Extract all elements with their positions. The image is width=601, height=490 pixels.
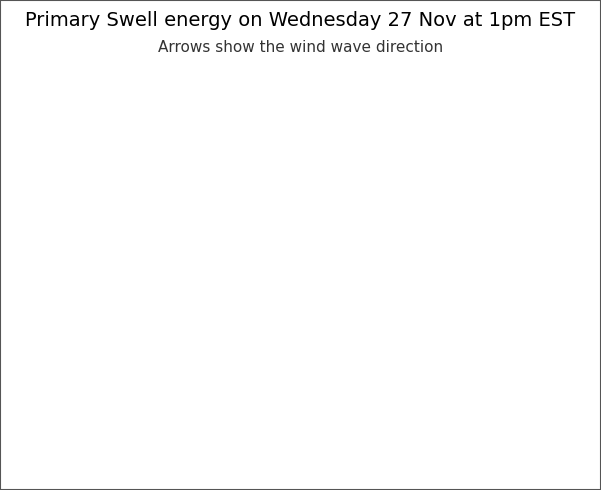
Text: Arrows show the wind wave direction: Arrows show the wind wave direction: [158, 40, 443, 54]
Text: Primary Swell energy on Wednesday 27 Nov at 1pm EST: Primary Swell energy on Wednesday 27 Nov…: [25, 11, 576, 30]
